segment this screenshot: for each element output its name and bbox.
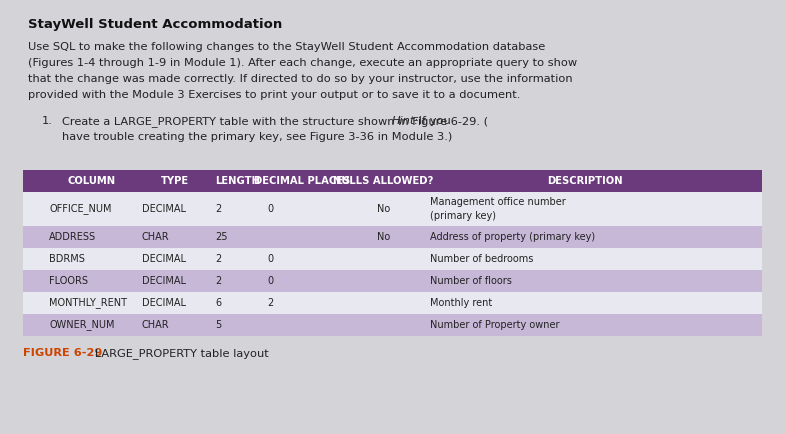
Text: LENGTH: LENGTH — [215, 176, 260, 186]
Text: 6: 6 — [215, 298, 221, 308]
Text: Number of floors: Number of floors — [429, 276, 512, 286]
Text: (Figures 1-4 through 1-9 in Module 1). After each change, execute an appropriate: (Figures 1-4 through 1-9 in Module 1). A… — [28, 58, 577, 68]
Text: 2: 2 — [267, 298, 273, 308]
Text: If you: If you — [414, 116, 451, 126]
Text: 1.: 1. — [42, 116, 53, 126]
Text: Address of property (primary key): Address of property (primary key) — [429, 232, 595, 242]
Text: 5: 5 — [215, 320, 221, 330]
Text: Number of Property owner: Number of Property owner — [429, 320, 559, 330]
Text: 2: 2 — [215, 204, 221, 214]
Text: 2: 2 — [215, 254, 221, 264]
Text: Use SQL to make the following changes to the StayWell Student Accommodation data: Use SQL to make the following changes to… — [28, 42, 546, 52]
Text: DESCRIPTION: DESCRIPTION — [547, 176, 623, 186]
Text: CHAR: CHAR — [141, 320, 170, 330]
Text: FIGURE 6-29: FIGURE 6-29 — [23, 348, 102, 358]
Bar — [23, 192, 762, 226]
Text: 0: 0 — [267, 276, 273, 286]
Text: 2: 2 — [215, 276, 221, 286]
Text: have trouble creating the primary key, see Figure 3-36 in Module 3.): have trouble creating the primary key, s… — [62, 132, 452, 142]
Text: 0: 0 — [267, 204, 273, 214]
Text: No: No — [377, 204, 390, 214]
Bar — [23, 226, 762, 248]
Text: provided with the Module 3 Exercises to print your output or to save it to a doc: provided with the Module 3 Exercises to … — [28, 90, 520, 100]
Text: that the change was made correctly. If directed to do so by your instructor, use: that the change was made correctly. If d… — [28, 74, 572, 84]
Bar — [23, 270, 762, 292]
Text: 25: 25 — [215, 232, 228, 242]
Text: Create a LARGE_PROPERTY table with the structure shown in Figure 6-29. (: Create a LARGE_PROPERTY table with the s… — [62, 116, 488, 127]
Text: DECIMAL: DECIMAL — [141, 298, 185, 308]
Text: 0: 0 — [267, 254, 273, 264]
Text: MONTHLY_RENT: MONTHLY_RENT — [49, 298, 127, 309]
Text: Number of bedrooms: Number of bedrooms — [429, 254, 533, 264]
Text: Management office number
(primary key): Management office number (primary key) — [429, 197, 565, 221]
Text: OFFICE_NUM: OFFICE_NUM — [49, 204, 111, 214]
Bar — [23, 248, 762, 270]
Text: DECIMAL: DECIMAL — [141, 204, 185, 214]
Text: DECIMAL: DECIMAL — [141, 254, 185, 264]
Text: NULLS ALLOWED?: NULLS ALLOWED? — [333, 176, 433, 186]
Bar — [23, 314, 762, 336]
Text: No: No — [377, 232, 390, 242]
Bar — [23, 170, 762, 192]
Text: OWNER_NUM: OWNER_NUM — [49, 319, 115, 330]
Text: FLOORS: FLOORS — [49, 276, 88, 286]
Bar — [23, 292, 762, 314]
Text: Hint:: Hint: — [392, 116, 419, 126]
Text: BDRMS: BDRMS — [49, 254, 85, 264]
Text: COLUMN: COLUMN — [68, 176, 115, 186]
Text: ADDRESS: ADDRESS — [49, 232, 97, 242]
Text: Monthly rent: Monthly rent — [429, 298, 492, 308]
Text: LARGE_PROPERTY table layout: LARGE_PROPERTY table layout — [83, 348, 268, 359]
Text: DECIMAL PLACES: DECIMAL PLACES — [254, 176, 350, 186]
Text: CHAR: CHAR — [141, 232, 170, 242]
Text: StayWell Student Accommodation: StayWell Student Accommodation — [28, 18, 283, 31]
Text: DECIMAL: DECIMAL — [141, 276, 185, 286]
Text: TYPE: TYPE — [160, 176, 188, 186]
